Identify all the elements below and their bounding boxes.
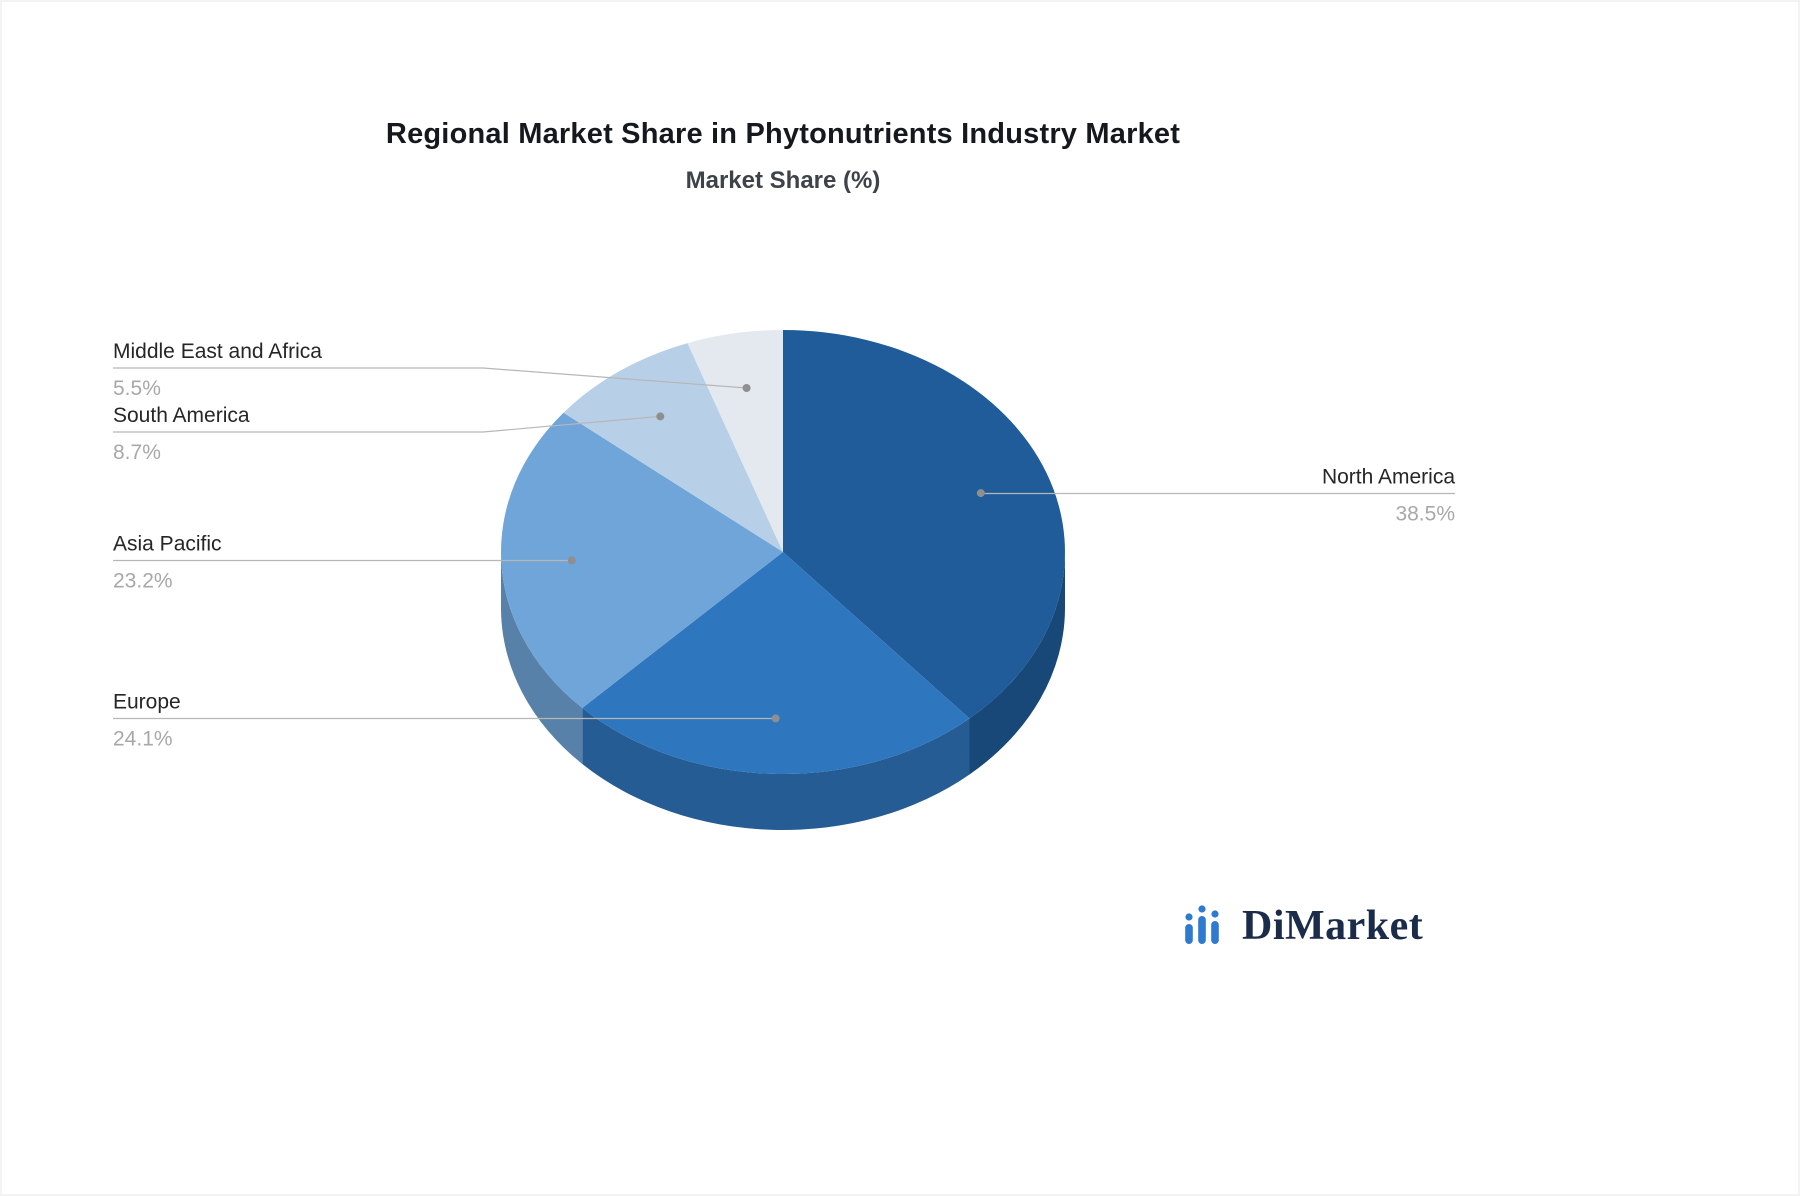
pie-slice-side-asia-pacific <box>501 552 583 764</box>
leader-dot-asia-pacific <box>567 556 576 565</box>
pie-slice-south-america <box>563 343 783 552</box>
leader-dot-middle-east-and-africa <box>742 384 751 392</box>
leader-dot-south-america <box>656 412 665 421</box>
brand-logo: DiMarket <box>1183 905 1423 947</box>
slice-label-europe: Europe <box>113 691 181 714</box>
leader-dot-north-america <box>976 489 985 498</box>
slice-value-middle-east-and-africa: 5.5% <box>113 377 161 400</box>
slice-value-south-america: 8.7% <box>113 441 161 464</box>
slice-value-europe: 24.1% <box>113 728 173 751</box>
slice-label-north-america: North America <box>1322 466 1455 489</box>
leader-line-middle-east-and-africa <box>113 367 747 389</box>
slice-label-asia-pacific: Asia Pacific <box>113 533 222 556</box>
leader-line-south-america <box>113 415 661 433</box>
slice-label-middle-east-and-africa: Middle East and Africa <box>113 340 322 363</box>
brand-name: DiMarket <box>1242 903 1424 949</box>
slice-value-asia-pacific: 23.2% <box>113 570 173 593</box>
pie-slice-asia-pacific <box>501 412 783 708</box>
slice-value-north-america: 38.5% <box>1395 503 1455 526</box>
slice-label-south-america: South America <box>113 404 250 427</box>
bar-chart-icon <box>1185 905 1219 944</box>
pie-slice-north-america <box>783 330 1065 719</box>
pie-slice-side-north-america <box>969 552 1065 775</box>
pie-slice-side-europe <box>582 708 970 831</box>
leader-dot-europe <box>771 714 780 723</box>
